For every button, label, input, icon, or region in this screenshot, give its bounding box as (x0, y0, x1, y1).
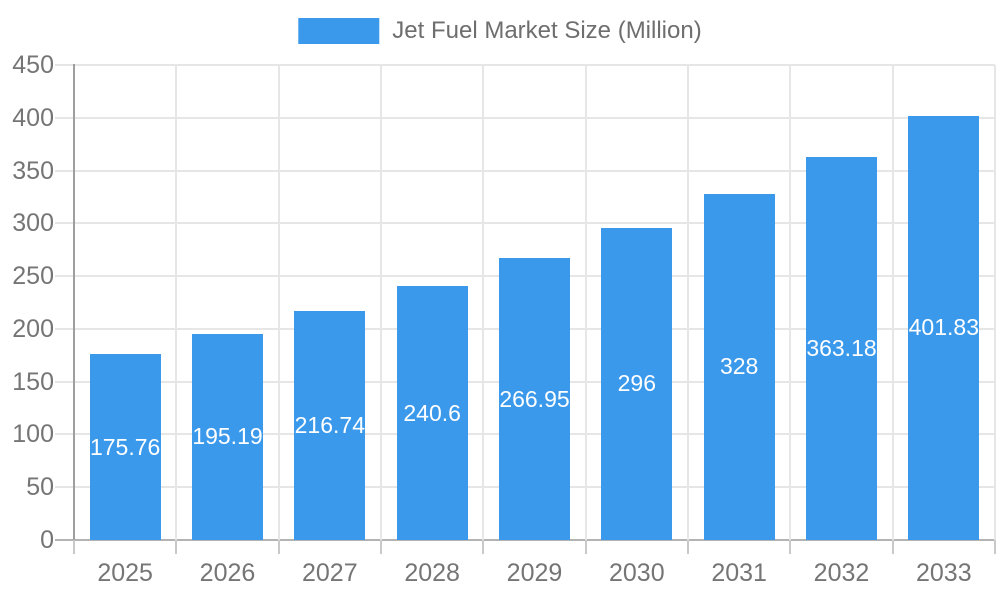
bar-value-label: 296 (617, 370, 657, 397)
x-axis-tick (584, 540, 587, 554)
x-axis-label: 2026 (199, 559, 256, 587)
gridline (55, 222, 995, 225)
y-axis-label: 200 (12, 314, 54, 343)
bar-value-label: 240.6 (403, 399, 461, 426)
gridline (55, 169, 995, 172)
y-axis-label: 50 (26, 473, 54, 502)
gridline-vertical (380, 65, 382, 540)
y-axis-label: 300 (12, 209, 54, 238)
x-axis-tick (687, 540, 689, 554)
x-axis-label: 2033 (916, 559, 972, 587)
gridline (55, 116, 995, 119)
y-axis-label: 400 (12, 103, 54, 132)
bar-value-label: 195.19 (192, 423, 263, 450)
bar-value-label: 328 (719, 353, 759, 380)
gridline-vertical (175, 65, 178, 540)
bar-2029[interactable] (499, 258, 570, 540)
x-axis-label: 2025 (97, 559, 153, 587)
gridline-vertical (482, 65, 485, 540)
gridline (55, 64, 995, 66)
gridline-vertical (687, 65, 689, 540)
bar-2032[interactable] (806, 156, 877, 540)
y-axis-label: 450 (12, 51, 54, 79)
y-axis-label: 250 (12, 262, 54, 291)
x-axis-tick (789, 540, 792, 554)
x-axis-line (55, 539, 995, 541)
y-axis-label: 0 (40, 526, 54, 554)
x-axis-tick (994, 540, 996, 554)
x-axis-tick (482, 540, 485, 554)
bar-2031[interactable] (703, 193, 775, 540)
bar-value-label: 216.74 (294, 412, 365, 439)
gridline-vertical (789, 65, 792, 540)
gridline-vertical (891, 65, 894, 540)
bar-value-label: 266.95 (499, 385, 570, 412)
bar-2027[interactable] (294, 311, 366, 540)
y-axis-line (73, 64, 75, 540)
x-axis-tick (891, 540, 894, 554)
x-axis-label: 2030 (609, 559, 665, 587)
x-axis-tick (73, 540, 75, 554)
x-axis-label: 2027 (302, 559, 358, 587)
x-axis-label: 2029 (506, 559, 563, 587)
legend-swatch (298, 18, 380, 44)
bar-value-label: 363.18 (806, 334, 877, 361)
x-axis-tick (175, 540, 178, 554)
y-axis-label: 150 (12, 367, 54, 396)
x-axis-label: 2032 (813, 559, 870, 587)
bar-2028[interactable] (396, 286, 468, 540)
bar-value-label: 401.83 (908, 314, 979, 341)
y-axis-label: 100 (12, 420, 54, 449)
bar-2030[interactable] (601, 227, 673, 540)
x-axis-tick (277, 540, 280, 554)
bar-2025[interactable] (89, 354, 161, 540)
bar-value-label: 175.76 (89, 433, 161, 460)
legend-label: Jet Fuel Market Size (Million) (392, 17, 702, 44)
x-axis-label: 2028 (404, 559, 460, 587)
bar-2033[interactable] (908, 115, 980, 540)
gridline-vertical (584, 65, 587, 540)
legend[interactable]: Jet Fuel Market Size (Million) (298, 17, 702, 45)
bar-2026[interactable] (192, 333, 263, 540)
gridline-vertical (277, 65, 280, 540)
y-axis-label: 350 (12, 156, 54, 185)
x-axis-label: 2031 (711, 559, 767, 587)
gridline-vertical (994, 65, 996, 540)
x-axis-tick (380, 540, 382, 554)
